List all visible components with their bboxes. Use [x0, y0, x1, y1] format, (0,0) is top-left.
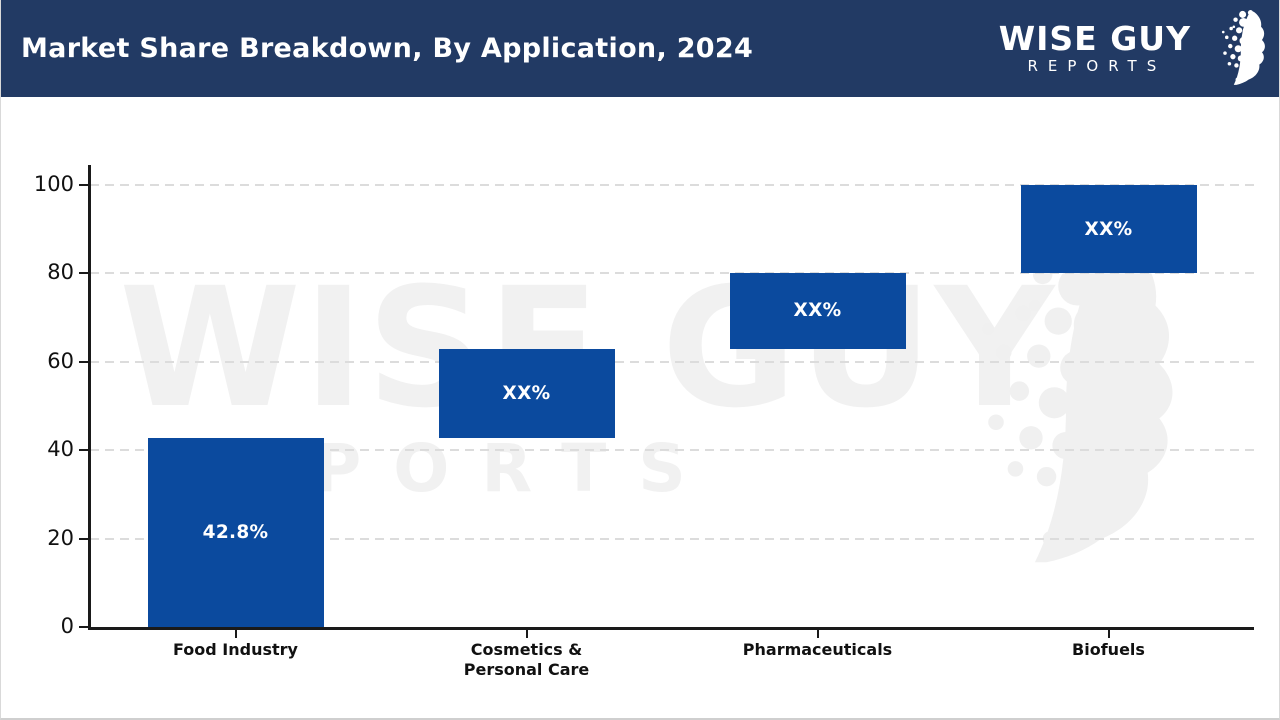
logo-subtitle: REPORTS	[1027, 56, 1167, 75]
x-category-label: Food Industry	[173, 640, 298, 659]
bar-value-label: XX%	[502, 382, 551, 404]
header-bar: Market Share Breakdown, By Application, …	[1, 0, 1279, 97]
y-tick-label: 0	[60, 614, 74, 638]
bar-value-label: XX%	[793, 300, 842, 322]
y-tick-mark	[79, 537, 88, 540]
x-category-label: Cosmetics & Personal Care	[463, 640, 590, 679]
y-tick-label: 40	[47, 437, 74, 462]
y-tick-mark	[79, 626, 88, 628]
y-tick-label: 100	[33, 172, 74, 196]
x-tick-mark	[1107, 630, 1110, 638]
gridline	[90, 272, 1254, 275]
y-tick-mark	[79, 360, 88, 363]
x-tick-mark	[234, 630, 237, 638]
bar: 42.8%	[147, 437, 324, 627]
bar: XX%	[729, 273, 906, 349]
y-tick-mark	[79, 272, 88, 275]
y-tick-label: 80	[47, 260, 74, 285]
gridline	[90, 449, 1254, 452]
gridline	[90, 360, 1254, 363]
x-category-label: Pharmaceuticals	[742, 640, 893, 659]
x-tick-mark	[816, 630, 819, 638]
gridline	[90, 184, 1254, 186]
y-tick-mark	[79, 184, 88, 186]
x-axis-line	[88, 627, 1254, 630]
logo-text: WISE GUY REPORTS	[999, 22, 1191, 75]
bar: XX%	[1020, 185, 1197, 274]
bar-value-label: XX%	[1084, 218, 1133, 240]
y-tick-mark	[79, 449, 88, 452]
wiseguy-face-icon	[1191, 7, 1269, 91]
y-tick-label: 20	[47, 525, 74, 550]
x-tick-mark	[525, 630, 528, 638]
x-category-label: Biofuels	[1072, 640, 1145, 659]
y-tick-label: 60	[47, 348, 74, 373]
bar-value-label: 42.8%	[202, 521, 269, 543]
logo: WISE GUY REPORTS	[999, 7, 1269, 91]
y-axis-line	[88, 165, 91, 630]
gridline	[90, 537, 1254, 540]
logo-wordmark: WISE GUY	[998, 19, 1191, 59]
bar: XX%	[438, 348, 615, 438]
page-title: Market Share Breakdown, By Application, …	[21, 33, 754, 64]
